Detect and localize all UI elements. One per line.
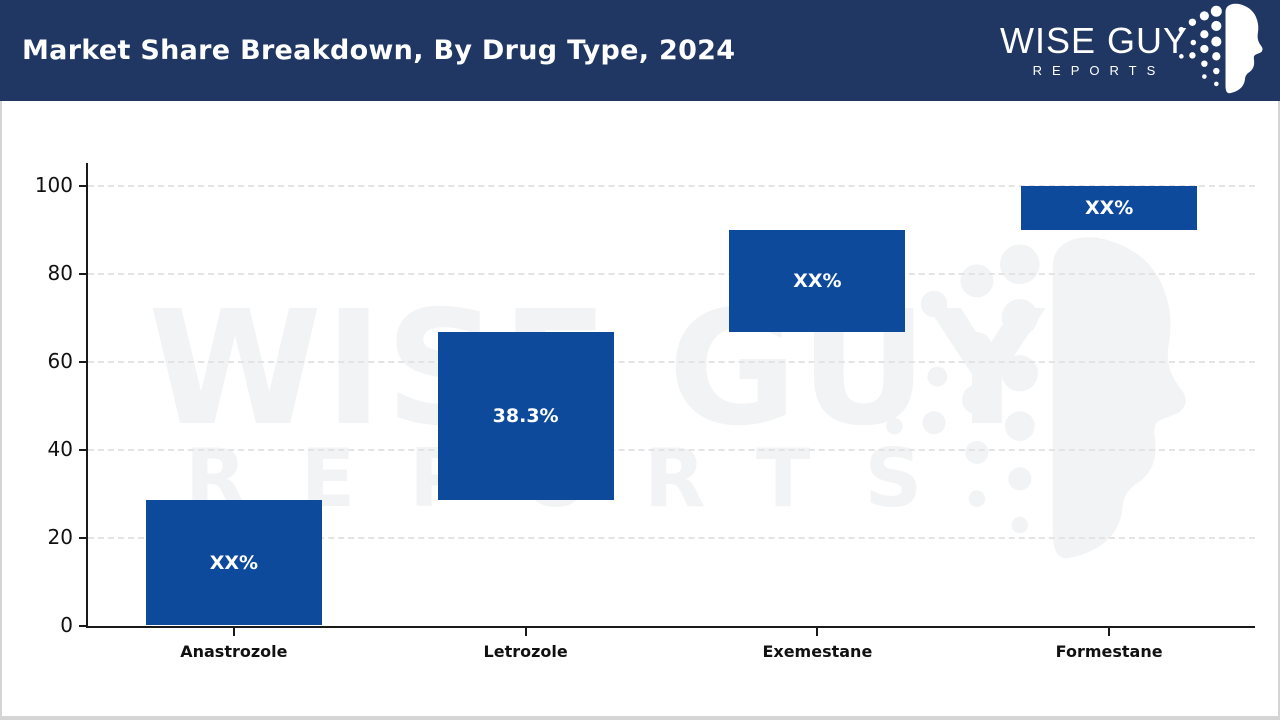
y-tick-60 [79, 360, 88, 363]
logo-wise-guy-text: WISE GUY [999, 20, 1188, 61]
x-tick-letrozole [524, 628, 527, 636]
y-tick-40 [79, 448, 88, 451]
x-category-label-anastrozole: Anastrozole [180, 641, 288, 661]
gridline-80 [88, 272, 1255, 275]
bar-value-label-formestane: XX% [1084, 196, 1134, 219]
y-tick-80 [79, 272, 88, 275]
logo-reports-text: REPORTS [1032, 63, 1166, 78]
y-tick-label-80: 80 [47, 260, 73, 285]
x-tick-exemestane [816, 628, 819, 636]
y-tick-20 [79, 536, 88, 539]
y-tick-label-60: 60 [47, 348, 73, 373]
bar-letrozole: 38.3% [437, 331, 614, 501]
y-tick-100 [79, 184, 88, 187]
y-axis-line [86, 163, 88, 628]
y-tick-label-100: 100 [34, 172, 73, 197]
logo-face-icon [1178, 3, 1263, 94]
x-category-label-exemestane: Exemestane [762, 641, 873, 661]
bar-value-label-anastrozole: XX% [209, 551, 259, 574]
wise-guy-reports-logo: WISE GUY REPORTS [999, 3, 1280, 96]
bar-formestane: XX% [1021, 185, 1198, 230]
page-border-bottom [0, 716, 1280, 720]
y-tick-label-20: 20 [47, 524, 73, 549]
x-tick-anastrozole [232, 628, 235, 636]
page-border-left [0, 101, 2, 720]
bar-value-label-exemestane: XX% [793, 269, 842, 292]
bar-exemestane: XX% [729, 229, 906, 332]
page-border-right [1278, 101, 1280, 720]
gridline-100 [88, 184, 1255, 187]
gridline-60 [88, 360, 1255, 363]
header-bar: Market Share Breakdown, By Drug Type, 20… [0, 0, 1280, 101]
y-tick-0 [79, 624, 88, 627]
logo-text: WISE GUY REPORTS [999, 20, 1188, 79]
gridline-20 [88, 536, 1255, 539]
x-tick-formestane [1108, 628, 1111, 636]
bar-value-label-letrozole: 38.3% [492, 405, 559, 427]
y-tick-label-40: 40 [47, 436, 73, 461]
gridline-40 [88, 448, 1255, 451]
chart-title: Market Share Breakdown, By Drug Type, 20… [22, 35, 736, 66]
bar-anastrozole: XX% [145, 500, 322, 626]
y-tick-label-0: 0 [60, 612, 73, 637]
x-category-label-formestane: Formestane [1055, 641, 1163, 661]
x-axis-line [86, 625, 1255, 628]
x-category-label-letrozole: Letrozole [483, 641, 568, 661]
